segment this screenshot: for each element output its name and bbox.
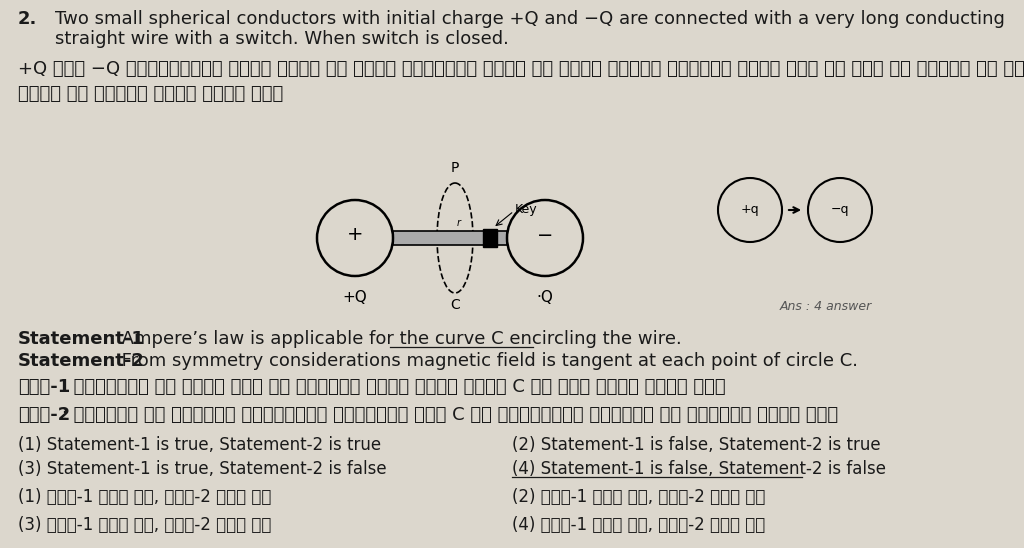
- Text: +: +: [347, 225, 364, 244]
- Text: (3) Statement-1 is true, Statement-2 is false: (3) Statement-1 is true, Statement-2 is …: [18, 460, 387, 478]
- Text: : सममिति के अनुसार चुम्बकीय क्षेत्र वृत C के प्रत्येक बिन्दु पर स्पर्श रेखा है।: : सममिति के अनुसार चुम्बकीय क्षेत्र वृत …: [55, 406, 838, 424]
- Text: कथन-2: कथन-2: [18, 406, 71, 424]
- Text: कथन-1: कथन-1: [18, 378, 71, 396]
- Text: (2) कथन-1 गलत है, कथन-2 सही है: (2) कथन-1 गलत है, कथन-2 सही है: [512, 488, 765, 506]
- Text: C: C: [451, 298, 460, 312]
- Text: −q: −q: [830, 203, 849, 216]
- Text: हैं। जब स्विच बन्द होता है।: हैं। जब स्विच बन्द होता है।: [18, 85, 284, 103]
- Text: +q: +q: [740, 203, 760, 216]
- Text: +Q: +Q: [343, 290, 368, 305]
- Text: Statement-1: Statement-1: [18, 330, 144, 348]
- Bar: [483, 229, 497, 247]
- Text: +Q एवं −Q प्रारंभिक आवेश वाले दो छोटे गोलाकार चालक एक बहुत लम्बे सुचालक सीधे तार: +Q एवं −Q प्रारंभिक आवेश वाले दो छोटे गो…: [18, 60, 1024, 78]
- Text: (4) Statement-1 is false, Statement-2 is false: (4) Statement-1 is false, Statement-2 is…: [512, 460, 886, 478]
- Text: −: −: [537, 225, 553, 244]
- Bar: [393, 231, 507, 245]
- Text: straight wire with a switch. When switch is closed.: straight wire with a switch. When switch…: [55, 30, 509, 48]
- Text: (1) Statement-1 is true, Statement-2 is true: (1) Statement-1 is true, Statement-2 is …: [18, 436, 381, 454]
- Text: Two small spherical conductors with initial charge +Q and −Q are connected with : Two small spherical conductors with init…: [55, 10, 1005, 28]
- Text: ·Q: ·Q: [537, 290, 553, 305]
- Text: (1) कथन-1 सही है, कथन-2 सही है: (1) कथन-1 सही है, कथन-2 सही है: [18, 488, 271, 506]
- Text: Ans : 4 answer: Ans : 4 answer: [780, 300, 872, 313]
- Text: P: P: [451, 161, 459, 175]
- Text: : Ampere’s law is applicable for the curve C encircling the wire.: : Ampere’s law is applicable for the cur…: [103, 330, 682, 348]
- Text: Key: Key: [515, 203, 538, 216]
- Text: (2) Statement-1 is false, Statement-2 is true: (2) Statement-1 is false, Statement-2 is…: [512, 436, 881, 454]
- Text: Statement-2: Statement-2: [18, 352, 144, 370]
- Text: : एम्पीयर का नियम तार को परिवृत करने वाले वक्र C के लिए लागू होता है।: : एम्पीयर का नियम तार को परिवृत करने वाल…: [55, 378, 725, 396]
- Text: : From symmetry considerations magnetic field is tangent at each point of circle: : From symmetry considerations magnetic …: [103, 352, 858, 370]
- Text: 2.: 2.: [18, 10, 37, 28]
- Text: (3) कथन-1 सही है, कथन-2 गलत है: (3) कथन-1 सही है, कथन-2 गलत है: [18, 516, 271, 534]
- Text: (4) कथन-1 गलत है, कथन-2 गलत है: (4) कथन-1 गलत है, कथन-2 गलत है: [512, 516, 765, 534]
- Text: r: r: [457, 218, 461, 228]
